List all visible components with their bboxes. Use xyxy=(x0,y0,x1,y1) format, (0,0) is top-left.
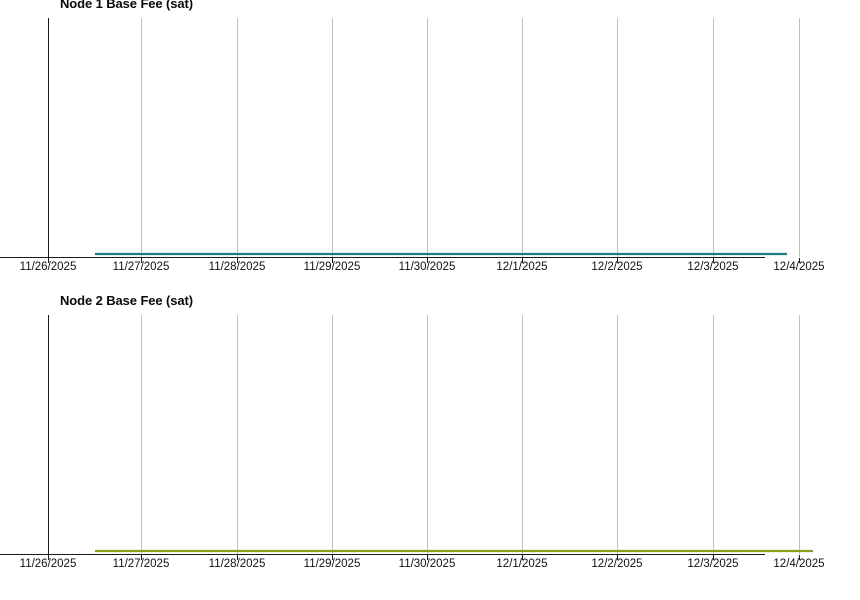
x-axis-tick xyxy=(713,258,714,263)
x-axis-tick xyxy=(332,555,333,560)
gridline xyxy=(427,18,428,257)
gridline xyxy=(799,315,800,554)
y-axis-line xyxy=(48,18,49,257)
x-axis-tick-label: 12/2/2025 xyxy=(591,261,643,273)
gridline xyxy=(617,18,618,257)
x-axis-tick-label: 11/28/2025 xyxy=(208,261,266,273)
series-line-node-2 xyxy=(95,549,813,553)
x-axis-tick xyxy=(48,258,49,263)
x-axis-tick-label: 12/2/2025 xyxy=(591,558,643,570)
x-axis-tick-label: 11/26/2025 xyxy=(19,261,77,273)
x-axis-tick xyxy=(799,258,800,263)
x-axis-tick xyxy=(332,258,333,263)
x-axis-tick xyxy=(799,555,800,560)
x-axis-tick-label: 12/4/2025 xyxy=(773,558,825,570)
x-axis-tick-label: 11/30/2025 xyxy=(398,558,456,570)
x-axis-tick xyxy=(237,555,238,560)
gridline xyxy=(713,315,714,554)
x-axis-tick-label: 11/29/2025 xyxy=(303,558,361,570)
chart-title: Node 1 Base Fee (sat) xyxy=(60,0,194,11)
x-axis-tick-label: 11/28/2025 xyxy=(208,558,266,570)
gridline xyxy=(141,315,142,554)
x-axis-tick xyxy=(48,555,49,560)
node-2-base-fee-chart: Node 2 Base Fee (sat) 11/26/2025 11/27/2… xyxy=(0,289,860,579)
x-axis-tick xyxy=(237,258,238,263)
gridline xyxy=(141,18,142,257)
gridline xyxy=(332,18,333,257)
gridline xyxy=(237,315,238,554)
x-axis-tick-label: 12/3/2025 xyxy=(687,261,739,273)
chart-title: Node 2 Base Fee (sat) xyxy=(60,293,194,308)
x-axis-tick xyxy=(617,555,618,560)
x-axis-tick-label: 12/3/2025 xyxy=(687,558,739,570)
gridline xyxy=(522,18,523,257)
gridline xyxy=(332,315,333,554)
node-1-base-fee-chart: Node 1 Base Fee (sat) 11/26/2025 11/27/2… xyxy=(0,0,860,290)
x-axis-tick-label: 11/27/2025 xyxy=(112,558,170,570)
x-axis-tick xyxy=(522,555,523,560)
x-axis-tick-label: 11/30/2025 xyxy=(398,261,456,273)
y-axis-line xyxy=(48,315,49,554)
gridline xyxy=(427,315,428,554)
plot-area xyxy=(48,18,813,257)
gridline xyxy=(522,315,523,554)
x-axis-tick xyxy=(713,555,714,560)
x-axis-tick xyxy=(427,258,428,263)
plot-area xyxy=(48,315,813,554)
x-axis-tick-label: 12/4/2025 xyxy=(773,261,825,273)
x-axis-tick xyxy=(141,258,142,263)
x-axis-tick-label: 11/26/2025 xyxy=(19,558,77,570)
x-axis-tick-label: 11/29/2025 xyxy=(303,261,361,273)
x-axis-tick xyxy=(617,258,618,263)
gridline xyxy=(713,18,714,257)
gridline xyxy=(799,18,800,257)
x-axis-tick xyxy=(427,555,428,560)
x-axis-line xyxy=(0,257,765,258)
x-axis-tick-label: 12/1/2025 xyxy=(496,261,548,273)
gridline xyxy=(237,18,238,257)
x-axis-tick-label: 12/1/2025 xyxy=(496,558,548,570)
x-axis-tick-label: 11/27/2025 xyxy=(112,261,170,273)
gridline xyxy=(617,315,618,554)
x-axis-tick xyxy=(141,555,142,560)
x-axis-tick xyxy=(522,258,523,263)
x-axis-line xyxy=(0,554,765,555)
series-line-node-1 xyxy=(95,252,787,256)
